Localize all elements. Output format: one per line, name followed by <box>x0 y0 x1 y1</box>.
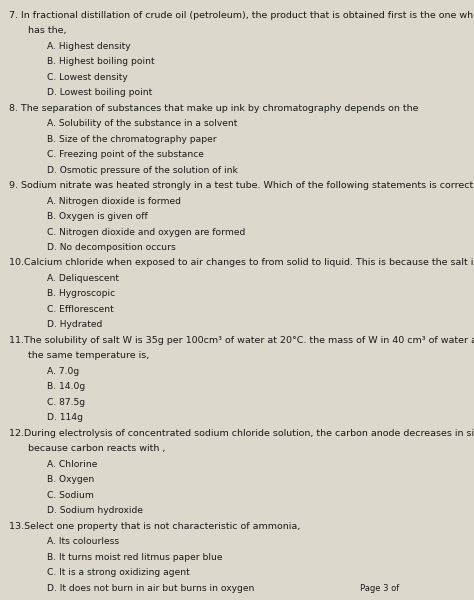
Text: B. Size of the chromatography paper: B. Size of the chromatography paper <box>47 134 217 143</box>
Text: C. Efflorescent: C. Efflorescent <box>47 305 114 314</box>
Text: C. It is a strong oxidizing agent: C. It is a strong oxidizing agent <box>47 568 190 577</box>
Text: D. No decomposition occurs: D. No decomposition occurs <box>47 243 176 252</box>
Text: D. It does not burn in air but burns in oxygen: D. It does not burn in air but burns in … <box>47 584 255 593</box>
Text: D. Osmotic pressure of the solution of ink: D. Osmotic pressure of the solution of i… <box>47 166 238 175</box>
Text: A. Deliquescent: A. Deliquescent <box>47 274 119 283</box>
Text: 12.During electrolysis of concentrated sodium chloride solution, the carbon anod: 12.During electrolysis of concentrated s… <box>9 429 474 438</box>
Text: B. Highest boiling point: B. Highest boiling point <box>47 57 155 66</box>
Text: A. Highest density: A. Highest density <box>47 42 131 51</box>
Text: 8. The separation of substances that make up ink by chromatography depends on th: 8. The separation of substances that mak… <box>9 104 419 113</box>
Text: D. 114g: D. 114g <box>47 413 83 422</box>
Text: because carbon reacts with ,: because carbon reacts with , <box>28 444 166 453</box>
Text: A. 7.0g: A. 7.0g <box>47 367 80 376</box>
Text: 13.Select one property that is not characteristic of ammonia,: 13.Select one property that is not chara… <box>9 521 301 530</box>
Text: C. Freezing point of the substance: C. Freezing point of the substance <box>47 150 204 159</box>
Text: B. Oxygen: B. Oxygen <box>47 475 95 484</box>
Text: C. Lowest density: C. Lowest density <box>47 73 128 82</box>
Text: B. 14.0g: B. 14.0g <box>47 382 86 391</box>
Text: A. Chlorine: A. Chlorine <box>47 460 98 469</box>
Text: 7. In fractional distillation of crude oil (petroleum), the product that is obta: 7. In fractional distillation of crude o… <box>9 11 474 20</box>
Text: C. 87.5g: C. 87.5g <box>47 398 85 407</box>
Text: A. Its colourless: A. Its colourless <box>47 537 119 546</box>
Text: 11.The solubility of salt W is 35g per 100cm³ of water at 20°C. the mass of W in: 11.The solubility of salt W is 35g per 1… <box>9 336 474 345</box>
Text: B. Hygroscopic: B. Hygroscopic <box>47 289 116 298</box>
Text: 10.Calcium chloride when exposed to air changes to from solid to liquid. This is: 10.Calcium chloride when exposed to air … <box>9 259 474 268</box>
Text: has the,: has the, <box>28 26 67 35</box>
Text: D. Lowest boiling point: D. Lowest boiling point <box>47 88 153 97</box>
Text: D. Hydrated: D. Hydrated <box>47 320 103 329</box>
Text: the same temperature is,: the same temperature is, <box>28 352 150 361</box>
Text: Page 3 of: Page 3 of <box>360 584 400 593</box>
Text: C. Sodium: C. Sodium <box>47 491 94 500</box>
Text: D. Sodium hydroxide: D. Sodium hydroxide <box>47 506 144 515</box>
Text: B. Oxygen is given off: B. Oxygen is given off <box>47 212 148 221</box>
Text: B. It turns moist red litmus paper blue: B. It turns moist red litmus paper blue <box>47 553 223 562</box>
Text: A. Solubility of the substance in a solvent: A. Solubility of the substance in a solv… <box>47 119 238 128</box>
Text: A. Nitrogen dioxide is formed: A. Nitrogen dioxide is formed <box>47 197 182 206</box>
Text: C. Nitrogen dioxide and oxygen are formed: C. Nitrogen dioxide and oxygen are forme… <box>47 227 246 236</box>
Text: 9. Sodium nitrate was heated strongly in a test tube. Which of the following sta: 9. Sodium nitrate was heated strongly in… <box>9 181 474 190</box>
